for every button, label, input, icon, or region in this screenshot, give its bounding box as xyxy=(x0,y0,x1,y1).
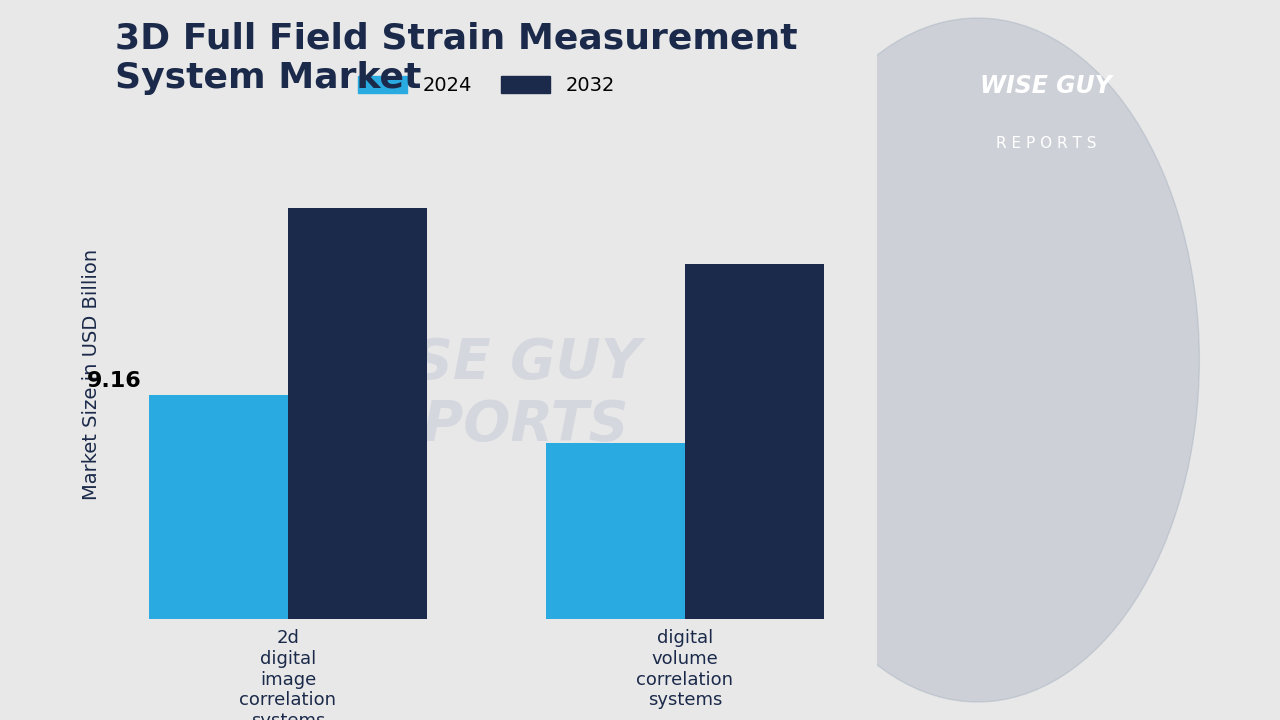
Ellipse shape xyxy=(755,18,1199,702)
Legend: 2024, 2032: 2024, 2032 xyxy=(358,76,614,95)
Text: WISE GUY: WISE GUY xyxy=(980,74,1112,99)
Text: WISE GUY
REPORTS: WISE GUY REPORTS xyxy=(332,336,641,452)
Bar xyxy=(148,395,288,619)
Y-axis label: Market Size in USD Billion: Market Size in USD Billion xyxy=(82,249,101,500)
Text: R E P O R T S: R E P O R T S xyxy=(996,137,1097,151)
Text: 9.16: 9.16 xyxy=(87,372,142,391)
Bar xyxy=(685,264,824,619)
Bar xyxy=(288,208,426,619)
Text: 3D Full Field Strain Measurement
System Market: 3D Full Field Strain Measurement System … xyxy=(115,22,797,95)
Bar xyxy=(547,443,685,619)
